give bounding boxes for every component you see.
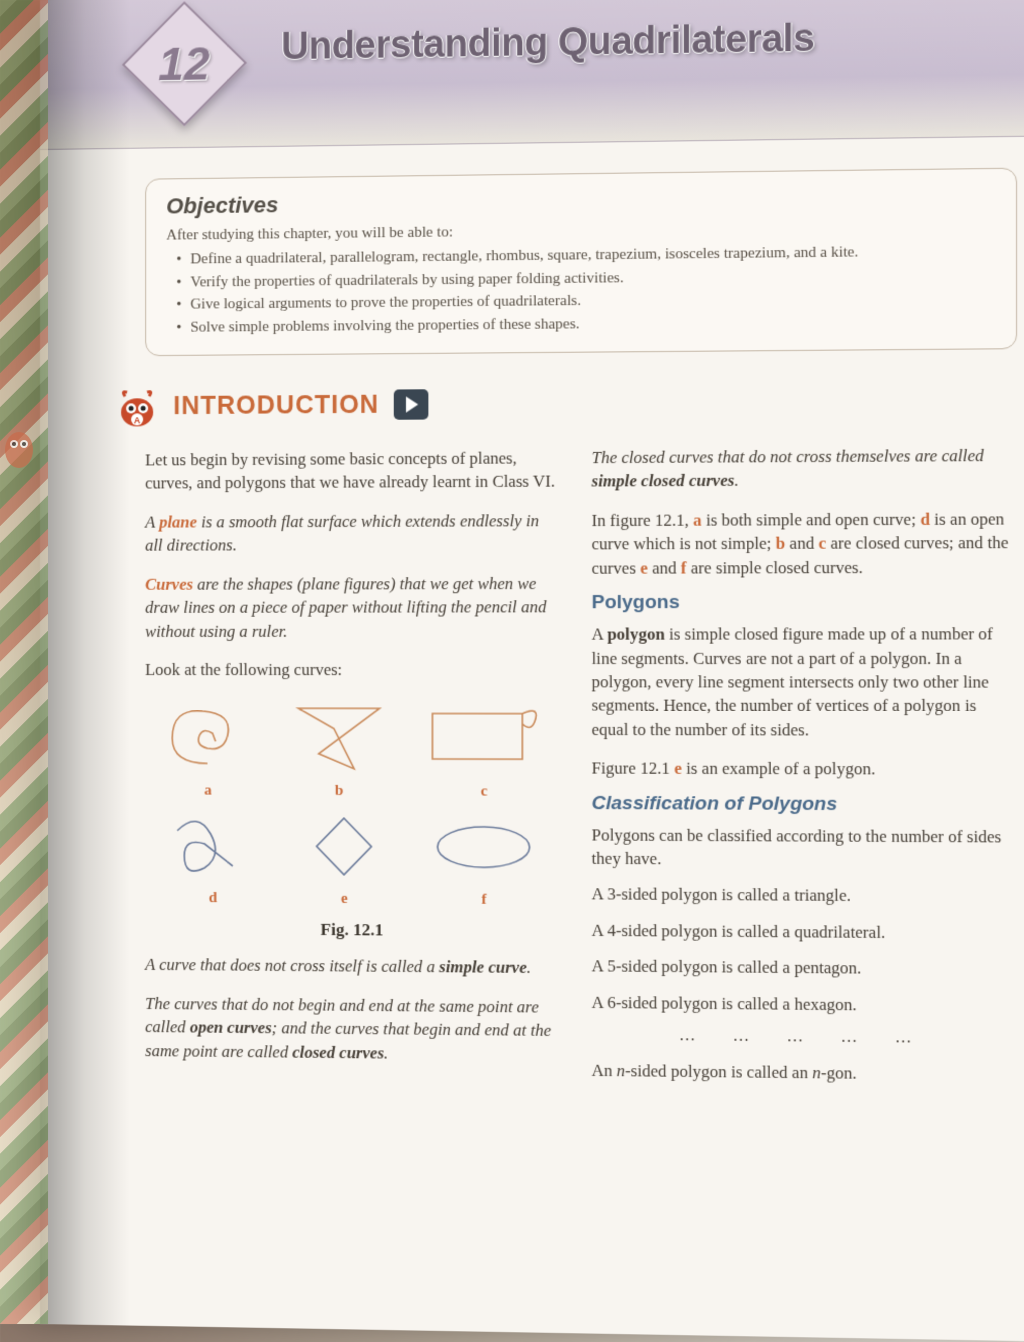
polygon-example: Figure 12.1 e is an example of a polygon… bbox=[592, 757, 1017, 782]
polygon-definition: A polygon is simple closed figure made u… bbox=[592, 622, 1017, 742]
curve-b: b bbox=[283, 694, 395, 801]
figure-label: f bbox=[425, 892, 543, 910]
figure-row-bottom: d e f bbox=[145, 806, 561, 910]
figure-label: c bbox=[420, 784, 548, 802]
simple-closed-curves-def: The closed curves that do not cross them… bbox=[592, 444, 1017, 494]
book-left-edge-decoration bbox=[0, 0, 48, 1324]
margin-cartoon-icon bbox=[2, 420, 36, 470]
curve-f: f bbox=[425, 807, 543, 910]
left-column: Let us begin by revising some basic conc… bbox=[145, 446, 561, 1094]
introduction-heading: INTRODUCTION bbox=[173, 390, 379, 421]
intro-paragraph: Let us begin by revising some basic conc… bbox=[145, 446, 561, 495]
quadrilateral-def: A 4-sided polygon is called a quadrilate… bbox=[592, 919, 1017, 946]
chapter-title-line1: Understanding bbox=[281, 22, 547, 69]
figure-label: e bbox=[299, 891, 390, 909]
classification-heading: Classification of Polygons bbox=[592, 793, 1017, 817]
figure-caption: Fig. 12.1 bbox=[145, 919, 561, 942]
curve-d: d bbox=[163, 806, 264, 908]
curve-e: e bbox=[299, 806, 390, 908]
curve-a: a bbox=[158, 693, 259, 800]
curve-c: c bbox=[420, 694, 548, 802]
figure-label: d bbox=[163, 890, 264, 908]
plane-definition: A plane is a smooth flat surface which e… bbox=[145, 509, 561, 558]
chapter-number: 12 bbox=[159, 36, 210, 91]
open-closed-curves-def: The curves that do not begin and end at … bbox=[145, 992, 561, 1067]
ngon-def: An n-sided polygon is called an n-gon. bbox=[592, 1059, 1017, 1087]
ellipsis-row: … … … … … bbox=[592, 1026, 1017, 1048]
look-at-curves: Look at the following curves: bbox=[145, 658, 561, 682]
section-heading-row: A INTRODUCTION bbox=[115, 378, 1017, 429]
figure-explanation: In figure 12.1, a is both simple and ope… bbox=[592, 507, 1017, 580]
curves-definition: Curves are the shapes (plane figures) th… bbox=[145, 571, 561, 642]
play-video-icon[interactable] bbox=[393, 389, 428, 420]
page-content: Objectives After studying this chapter, … bbox=[40, 136, 1024, 1120]
objectives-heading: Objectives bbox=[166, 183, 995, 219]
chapter-title: Understanding Quadrilaterals bbox=[281, 15, 814, 72]
objectives-list: Define a quadrilateral, parallelogram, r… bbox=[166, 240, 995, 339]
svg-text:A: A bbox=[134, 415, 141, 425]
figure-row-top: a b c bbox=[145, 693, 561, 801]
triangle-def: A 3-sided polygon is called a triangle. bbox=[592, 883, 1017, 909]
chapter-header-band: 12 Understanding Quadrilaterals bbox=[40, 0, 1024, 150]
mascot-icon: A bbox=[115, 384, 159, 428]
objectives-box: Objectives After studying this chapter, … bbox=[145, 168, 1017, 357]
figure-12-1: a b c bbox=[145, 693, 561, 942]
textbook-page: 12 Understanding Quadrilaterals Objectiv… bbox=[40, 0, 1024, 1341]
figure-label: a bbox=[158, 783, 259, 800]
chapter-number-badge: 12 bbox=[122, 1, 247, 126]
simple-curve-def: A curve that does not cross itself is ca… bbox=[145, 953, 561, 980]
polygons-heading: Polygons bbox=[592, 591, 1017, 614]
classification-intro: Polygons can be classified according to … bbox=[592, 823, 1017, 873]
two-column-layout: Let us begin by revising some basic conc… bbox=[145, 444, 1017, 1100]
right-column: The closed curves that do not cross them… bbox=[592, 444, 1017, 1100]
hexagon-def: A 6-sided polygon is called a hexagon. bbox=[592, 990, 1017, 1018]
pentagon-def: A 5-sided polygon is called a pentagon. bbox=[592, 954, 1017, 981]
chapter-title-line2: Quadrilaterals bbox=[558, 17, 815, 64]
figure-label: b bbox=[283, 783, 395, 801]
